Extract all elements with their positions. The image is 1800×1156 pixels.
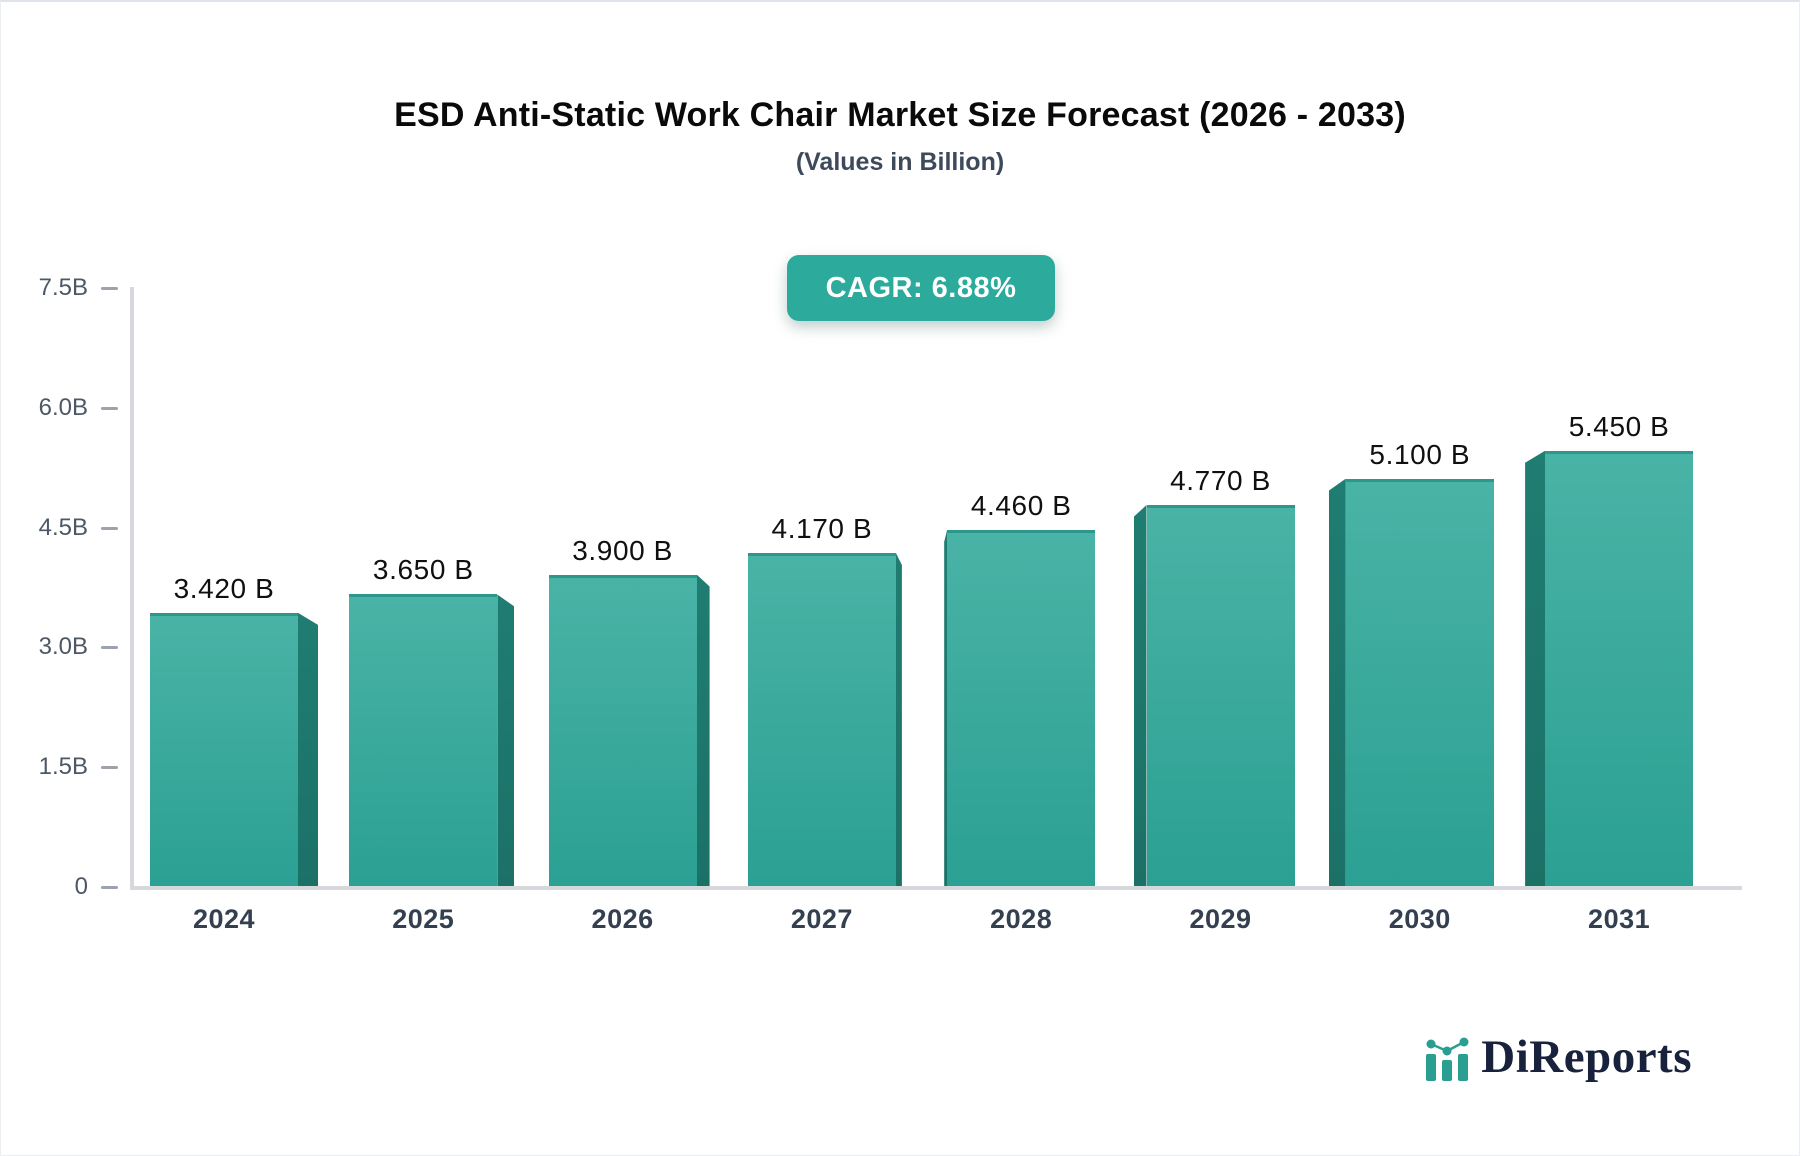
bar-value-label: 3.650 B [372,554,474,586]
x-axis-label: 2029 [1189,904,1252,934]
y-tick-label: 4.5B [38,513,88,541]
bar [349,594,498,886]
x-axis-label: 2028 [990,904,1053,934]
y-tick-label: 6.0B [38,393,88,421]
bar-side-face [1328,478,1346,886]
bar-side-face [944,529,948,886]
x-axis-label: 2026 [591,904,654,934]
x-axis-label: 2024 [192,904,256,934]
bar [1545,450,1694,886]
bar [150,612,298,886]
chart-subtitle: (Values in Billion) [795,148,1005,176]
bar-side-face [696,574,710,886]
y-tick-mark [101,646,118,650]
bar-value-label: 5.450 B [1568,410,1670,442]
y-tick-label: 1.5B [38,753,88,781]
bar-side-face [1133,505,1147,886]
x-axis-line [130,886,1742,890]
x-axis-label: 2031 [1588,904,1651,934]
bar [1345,478,1494,886]
bar-value-label: 4.460 B [970,489,1072,521]
bar [548,574,697,886]
chart-title: ESD Anti-Static Work Chair Market Size F… [394,96,1406,134]
y-tick-label: 3.0B [38,633,88,661]
y-tick-mark [101,526,118,530]
bar-side-face [1525,450,1546,886]
y-tick-label: 7.5B [38,274,88,301]
bar-value-label: 3.900 B [572,534,673,566]
bar-value-label: 4.770 B [1170,465,1271,497]
bar [947,529,1096,886]
bar-side-face [298,612,318,886]
y-tick-mark [101,406,118,410]
y-tick-mark [101,287,118,290]
bar-side-face [497,594,515,886]
mini-bar-chart-icon [1426,1037,1469,1081]
bar-value-label: 5.100 B [1369,438,1471,470]
y-tick-label: 0 [74,873,88,900]
x-axis-label: 2025 [392,904,455,934]
x-axis-label: 2027 [790,904,853,934]
brand-name: DiReports [1481,1031,1692,1083]
y-tick-mark [101,766,118,770]
x-axis-label: 2030 [1388,904,1451,934]
brand-logo: DiReports [1424,1034,1692,1081]
bar [1146,505,1295,886]
bar-value-label: 3.420 B [173,572,275,604]
bar-value-label: 4.170 B [771,512,873,544]
bar [747,552,896,886]
bar-side-face [895,552,902,886]
y-axis-line [130,287,134,890]
y-tick-mark [101,886,118,889]
cagr-badge: CAGR: 6.88% [787,255,1055,321]
